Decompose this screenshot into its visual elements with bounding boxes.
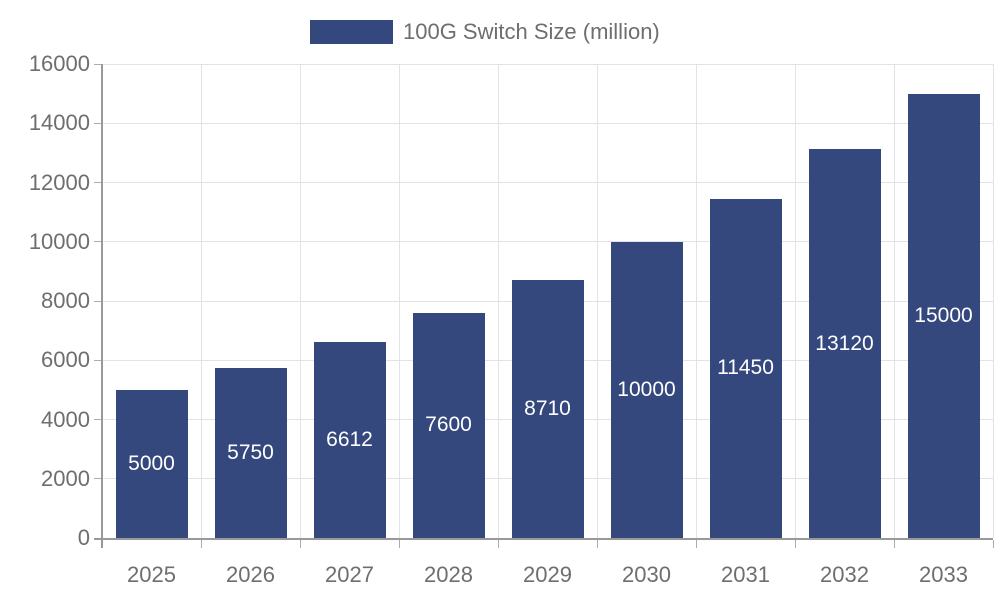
x-axis-tick (398, 540, 400, 548)
y-axis-tick (94, 241, 102, 243)
x-axis-tick-label: 2027 (325, 562, 374, 587)
x-axis-tick (497, 540, 499, 548)
x-axis-tick (695, 540, 697, 548)
bar[interactable] (214, 367, 287, 538)
bar[interactable] (808, 149, 881, 538)
gridline-horizontal (102, 241, 993, 243)
bar[interactable] (115, 389, 188, 538)
gridline-horizontal (102, 63, 993, 65)
bar-value-label: 7600 (425, 413, 472, 437)
gridline-horizontal (102, 122, 993, 124)
legend-swatch (310, 20, 393, 44)
bar-value-label: 6612 (326, 428, 373, 452)
bar[interactable] (511, 279, 584, 538)
legend-label: 100G Switch Size (million) (403, 19, 660, 44)
bar-value-label: 5750 (227, 440, 274, 464)
bar[interactable] (313, 342, 386, 538)
x-axis-tick-label: 2029 (523, 562, 572, 587)
y-axis-tick-label: 12000 (28, 169, 90, 195)
y-axis-tick-label: 4000 (41, 406, 90, 432)
bar-value-label: 13120 (815, 331, 874, 355)
gridline-vertical (992, 64, 994, 538)
gridline-vertical (794, 64, 796, 538)
legend-item[interactable]: 100G Switch Size (million) (310, 20, 660, 44)
x-axis-tick (299, 540, 301, 548)
y-axis-tick-label: 8000 (41, 288, 90, 313)
x-axis-tick-label: 2033 (919, 562, 968, 587)
y-axis-tick (94, 63, 102, 65)
bar-value-label: 10000 (617, 377, 676, 401)
bar-value-label: 11450 (717, 356, 774, 380)
gridline-vertical (497, 64, 499, 538)
x-axis-tick-label: 2030 (622, 562, 671, 587)
y-axis-tick-label: 2000 (41, 465, 90, 491)
y-axis-tick (94, 300, 102, 302)
y-axis-tick-label: 6000 (41, 347, 90, 373)
x-axis-tick (596, 540, 598, 548)
bar[interactable] (709, 198, 782, 538)
y-axis-tick (94, 419, 102, 420)
x-axis-tick-label: 2026 (226, 562, 275, 587)
y-axis-tick-label: 16000 (28, 51, 90, 76)
gridline-vertical (695, 64, 697, 538)
x-axis-tick (200, 540, 202, 548)
y-axis-tick-label: 0 (77, 525, 90, 550)
y-axis-tick (94, 359, 102, 361)
bar-value-label: 8710 (524, 396, 571, 420)
bar-value-label: 5000 (128, 451, 175, 475)
gridline-vertical (398, 64, 400, 538)
x-axis-tick-label: 2025 (127, 562, 176, 587)
gridline-vertical (596, 64, 598, 538)
x-axis-line (94, 538, 993, 540)
x-axis-tick-label: 2032 (820, 562, 869, 587)
x-axis-tick-label: 2028 (424, 562, 473, 587)
bar[interactable] (907, 93, 980, 538)
x-axis-tick (992, 540, 994, 548)
bar[interactable] (610, 241, 683, 538)
y-axis-tick (94, 122, 102, 124)
y-axis-tick-label: 10000 (28, 228, 90, 254)
x-axis-tick-label: 2031 (721, 562, 770, 587)
y-axis-tick (94, 478, 102, 480)
x-axis-tick (893, 540, 895, 548)
y-axis-tick (94, 182, 102, 183)
y-axis-line (101, 64, 103, 548)
bar[interactable] (412, 312, 485, 538)
gridline-vertical (299, 64, 301, 538)
gridline-horizontal (102, 182, 993, 183)
gridline-vertical (200, 64, 202, 538)
bar-value-label: 15000 (914, 303, 973, 327)
x-axis-tick (794, 540, 796, 548)
gridline-vertical (893, 64, 895, 538)
y-axis-tick-label: 14000 (28, 110, 90, 136)
